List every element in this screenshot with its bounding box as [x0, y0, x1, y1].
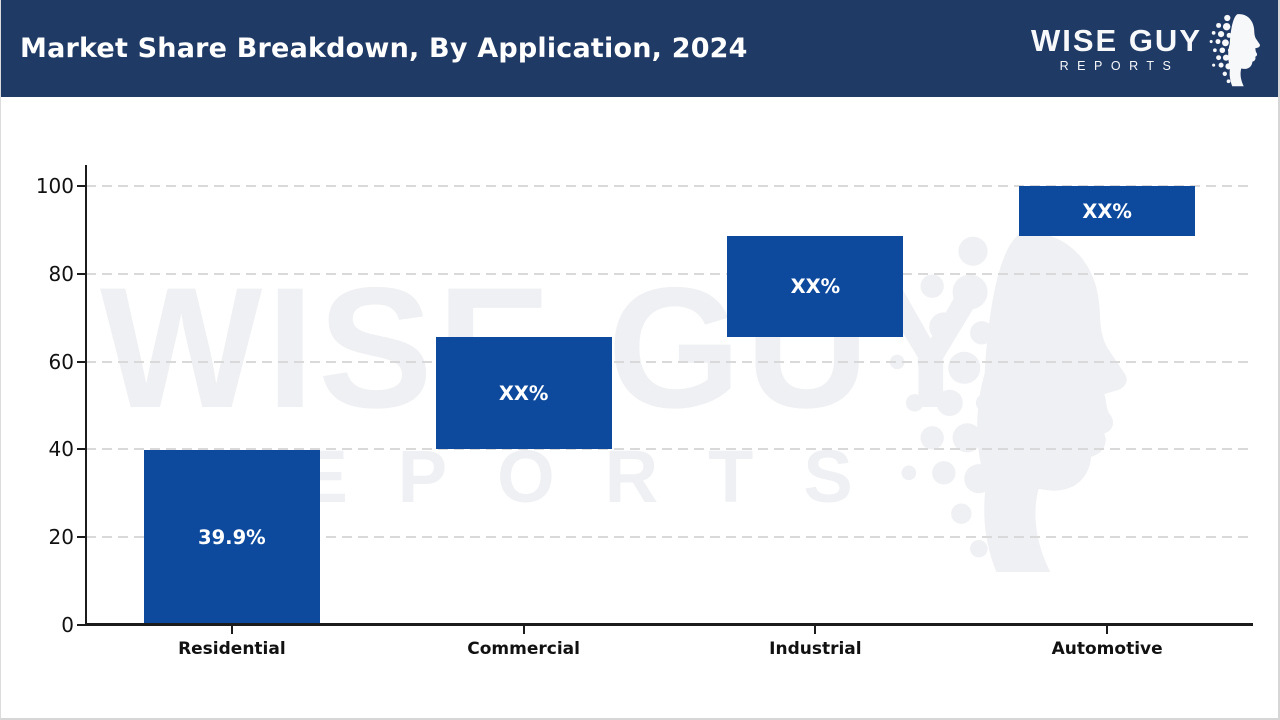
chart-title: Market Share Breakdown, By Application, … [20, 33, 748, 64]
y-tick-20 [77, 536, 86, 539]
bar-value-label: XX% [790, 275, 841, 299]
y-tick-label-100: 100 [35, 174, 74, 198]
header: Market Share Breakdown, By Application, … [0, 0, 1280, 97]
y-axis-line [85, 165, 87, 625]
x-axis-line [85, 623, 1253, 626]
bar-residential: 39.9% [143, 449, 320, 625]
gridline-40 [86, 448, 1253, 451]
y-tick-label-0: 0 [61, 613, 74, 637]
brand-logo: WISE GUY REPORTS [1031, 0, 1262, 97]
y-tick-label-40: 40 [48, 437, 74, 462]
x-tick-industrial [814, 625, 817, 634]
y-tick-0 [77, 624, 86, 626]
brand-logo-text: WISE GUY REPORTS [1031, 25, 1202, 73]
y-tick-label-80: 80 [48, 261, 74, 286]
brand-head-icon [1209, 13, 1260, 86]
category-label-automotive: Automotive [1051, 639, 1163, 659]
y-tick-80 [77, 272, 86, 275]
bar-value-label: XX% [498, 381, 549, 405]
gridline-80 [86, 272, 1253, 275]
watermark-head-icon [889, 232, 1127, 572]
y-tick-100 [77, 185, 86, 187]
brand-logo-subword: REPORTS [1059, 58, 1180, 73]
y-tick-label-20: 20 [48, 525, 74, 550]
bar-industrial: XX% [727, 236, 904, 338]
bar-value-label: 39.9% [198, 525, 266, 549]
x-tick-automotive [1106, 625, 1109, 634]
bar-commercial: XX% [435, 337, 612, 450]
x-tick-commercial [522, 625, 525, 634]
category-label-residential: Residential [178, 639, 286, 659]
gridline-20 [86, 536, 1253, 539]
gridline-60 [86, 360, 1253, 363]
y-tick-40 [77, 448, 86, 451]
category-label-commercial: Commercial [467, 639, 580, 659]
bar-value-label: XX% [1082, 199, 1132, 223]
y-tick-label-60: 60 [48, 349, 74, 374]
y-tick-60 [77, 360, 86, 363]
x-tick-residential [230, 625, 233, 634]
brand-logo-wordmark: WISE GUY [1030, 22, 1202, 58]
gridline-100 [86, 185, 1253, 187]
bar-automotive: XX% [1019, 186, 1196, 237]
category-label-industrial: Industrial [769, 639, 862, 659]
